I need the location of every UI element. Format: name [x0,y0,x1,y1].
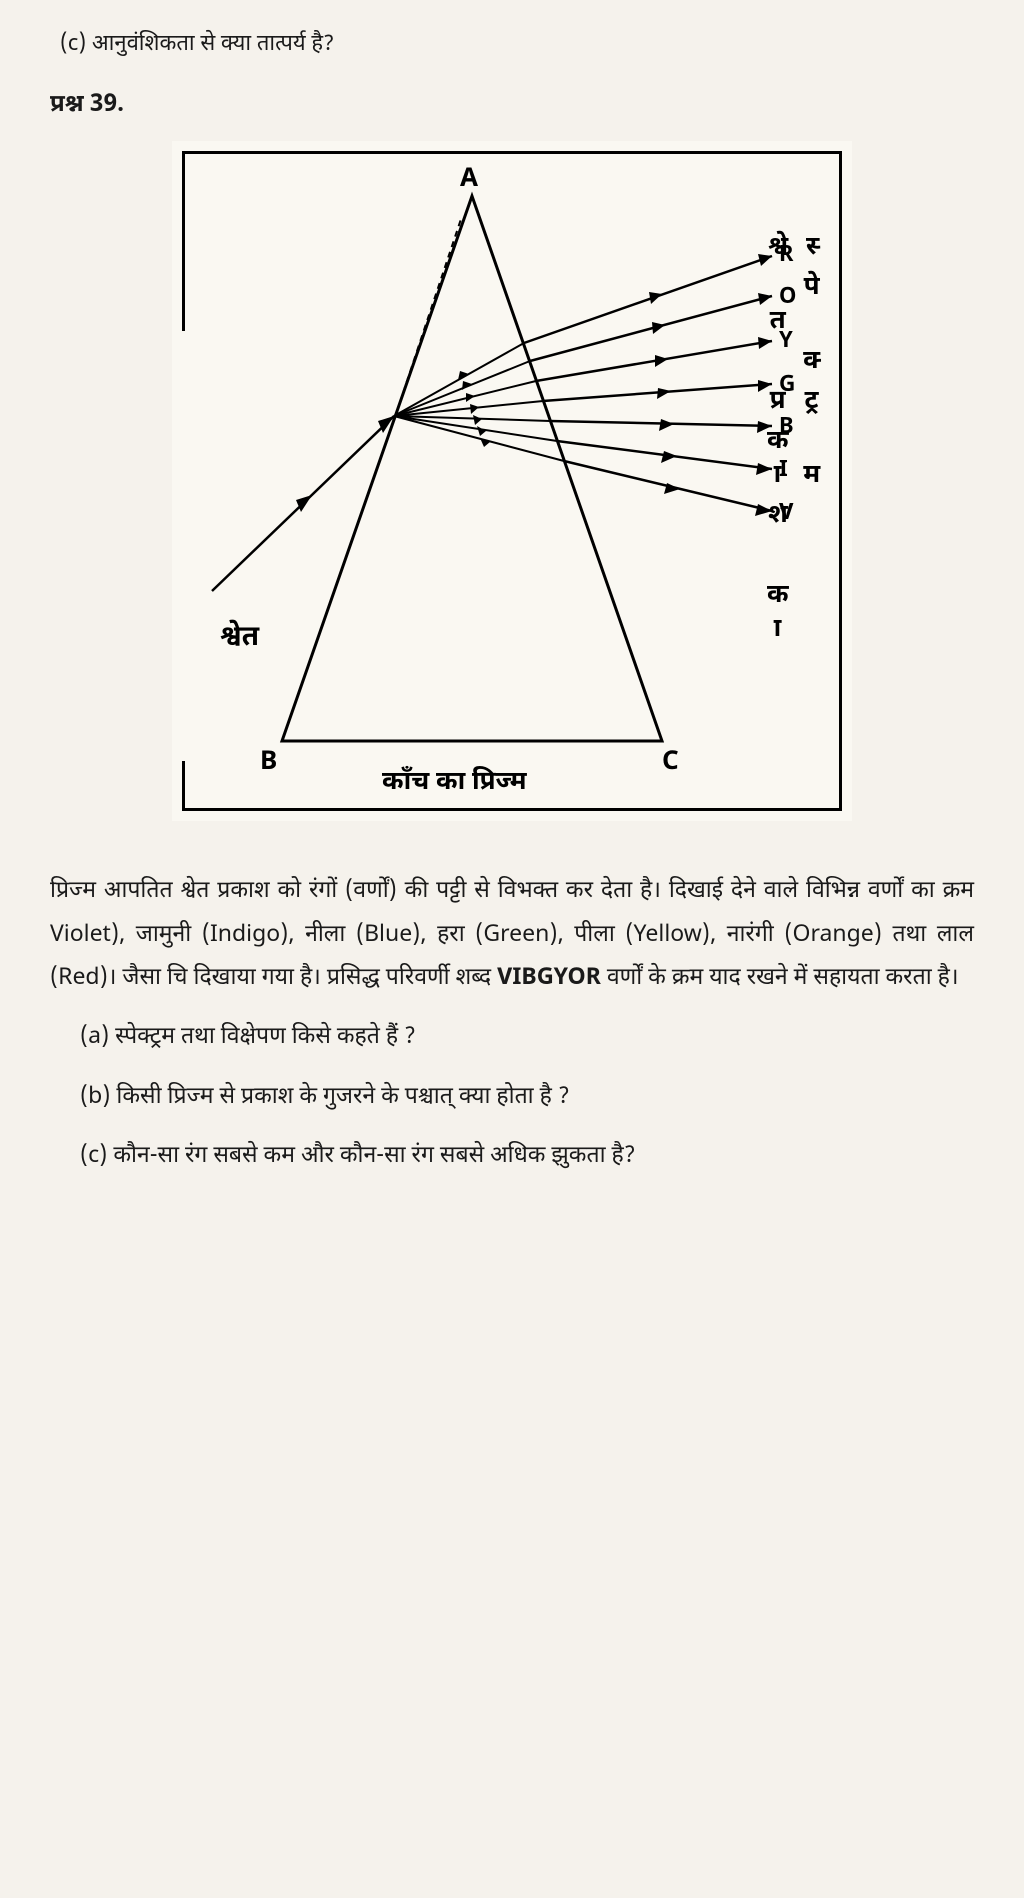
color-b: B [779,413,794,442]
ray-y [536,341,772,381]
explanation-part2: वर्णों के क्रम याद रखने में सहायता करता … [601,964,959,994]
color-r: R [779,241,793,270]
sub-q-b-label: (b) [80,1083,110,1113]
color-v: V [779,499,793,528]
sub-question-a: (a) स्पेक्ट्रम तथा विक्षेपण किसे कहते है… [40,1017,984,1061]
header-question: (c) आनुवंशिकता से क्या तात्पर्य है? [40,30,984,59]
header-question-text: आनुवंशिकता से क्या तात्पर्य है? [92,30,335,59]
color-g: G [779,371,795,400]
sub-question-b: (b) किसी प्रिज्म से प्रकाश के गुजरने के … [40,1077,984,1121]
vertex-c-label: C [662,746,679,780]
color-i: I [779,456,788,485]
prism-label: काँच का प्रिज्म [382,766,527,800]
sub-q-a-text: स्पेक्ट्रम तथा विक्षेपण किसे कहते हैं ? [115,1023,416,1053]
sub-q-b-text: किसी प्रिज्म से प्रकाश के गुजरने के पश्च… [116,1083,569,1113]
color-y: Y [779,327,793,356]
header-question-label: (c) [60,30,86,59]
vertex-a-label: A [460,163,478,197]
vibgyor-word: VIBGYOR [497,964,601,994]
sub-q-c-text: कौन-सा रंग सबसे कम और कौन-सा रंग सबसे अध… [113,1142,635,1172]
spectrum-label: श्वेत प्रकाश का स्पेक्ट्रम [760,231,828,821]
sub-question-c: (c) कौन-सा रंग सबसे कम और कौन-सा रंग सबस… [40,1136,984,1180]
sub-q-a-label: (a) [80,1023,109,1053]
white-light-label: श्वेत [220,621,259,657]
vertex-b-label: B [260,746,277,780]
sub-q-c-label: (c) [80,1142,107,1172]
explanation-text: प्रिज्म आपतित श्वेत प्रकाश को रंगों (वर्… [40,871,984,1002]
prism-svg [172,141,852,821]
prism-diagram: A B C श्वेत काँच का प्रिज्म श्वेत प्रकाश… [172,141,852,821]
question-number: प्रश्न 39. [40,89,984,121]
color-o: O [779,283,796,312]
